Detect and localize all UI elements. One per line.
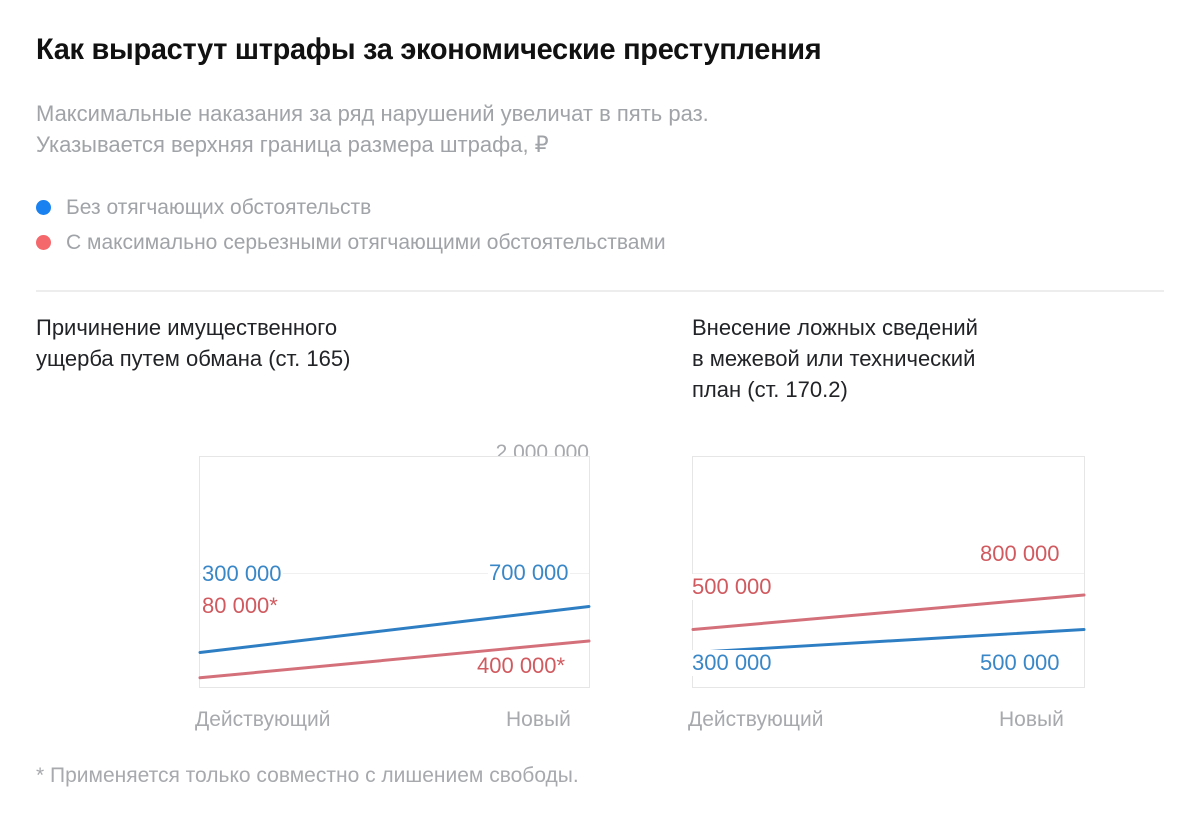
legend-item-label: Без отягчающих обстоятельств [66,195,372,219]
value-label-blue-start-right: 300 000 [691,650,773,676]
chart-title-right: Внесение ложных сведений в межевой или т… [692,312,1162,405]
chart-title-left: Причинение имущественного ущерба путем о… [36,312,636,374]
line-series-red-left [198,639,591,680]
value-label-blue-end-right: 500 000 [979,650,1061,676]
value-label-red-end-right: 800 000 [979,541,1061,567]
series-lines-left [198,605,591,680]
gridline-1000000 [693,573,1084,574]
circle-dot-icon [36,200,51,215]
chart-legend: Без отягчающих обстоятельств С максималь… [36,190,1096,260]
section-divider [36,290,1164,292]
legend-item-no-aggravating[interactable]: Без отягчающих обстоятельств [36,190,1096,225]
page-title: Как вырастут штрафы за экономические пре… [36,33,822,66]
line-chart-left: 300 000 80 000* 700 000 400 000* Действу… [36,440,636,740]
subtitle-line-2: Указывается верхняя граница размера штра… [36,132,549,157]
line-chart-right: 500 000 800 000 300 000 500 000 Действую… [688,440,1162,740]
chart-title-right-line-1: Внесение ложных сведений [692,315,978,340]
x-axis-label-current-right: Действующий [688,708,824,731]
chart-title-left-line-1: Причинение имущественного [36,315,338,340]
plot-area-right [691,456,1086,688]
value-label-red-start-left: 80 000* [201,593,279,619]
page-subtitle: Максимальные наказания за ряд нарушений … [36,98,1086,160]
chart-title-right-line-3: план (ст. 170.2) [692,377,848,402]
x-axis-label-new-right: Новый [999,708,1064,731]
series-lines-right [691,593,1086,654]
value-label-blue-end-left: 700 000 [488,560,570,586]
x-axis-label-current-left: Действующий [195,708,331,731]
legend-item-max-aggravating[interactable]: С максимально серьезными отягчающими обс… [36,225,1096,260]
footnote-text: * Применяется только совместно с лишение… [36,764,579,787]
subtitle-line-1: Максимальные наказания за ряд нарушений … [36,101,709,126]
line-series-blue-right [691,628,1086,654]
circle-dot-icon [36,235,51,250]
line-series-blue-left [198,605,591,654]
line-series-red-right [691,593,1086,631]
x-axis-label-new-left: Новый [506,708,571,731]
chart-panel-left: Причинение имущественного ущерба путем о… [36,312,636,374]
legend-item-label: С максимально серьезными отягчающими обс… [66,230,666,254]
chart-title-left-line-2: ущерба путем обмана (ст. 165) [36,346,351,371]
chart-panel-right: Внесение ложных сведений в межевой или т… [692,312,1162,405]
value-label-red-end-left: 400 000* [476,653,567,679]
value-label-red-start-right: 500 000 [691,574,773,600]
chart-title-right-line-2: в межевой или технический [692,346,976,371]
gridline-1000000 [200,573,589,574]
value-label-blue-start-left: 300 000 [201,561,283,587]
